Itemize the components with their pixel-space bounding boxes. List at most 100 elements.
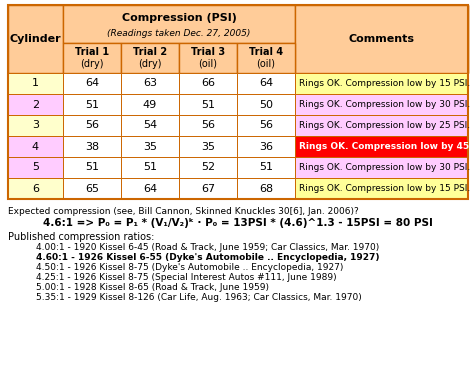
Text: 51: 51: [259, 162, 273, 172]
Bar: [295, 115, 468, 136]
Bar: [8, 5, 468, 73]
Text: 35: 35: [143, 141, 157, 152]
Text: Cylinder: Cylinder: [9, 34, 61, 44]
Text: Published compression ratios:: Published compression ratios:: [8, 232, 155, 242]
Text: 3: 3: [32, 121, 39, 131]
Bar: [63, 115, 121, 136]
Bar: [237, 43, 295, 73]
Bar: [8, 94, 63, 115]
Bar: [63, 178, 121, 199]
Text: 6: 6: [32, 183, 39, 193]
Text: 65: 65: [85, 183, 99, 193]
Text: Expected compression (see, Bill Cannon, Skinned Knuckles 30[6], Jan. 2006)?: Expected compression (see, Bill Cannon, …: [8, 207, 359, 216]
Text: 4.60:1 - 1926 Kissel 6-55 (Dyke's Automobile .. Encyclopedia, 1927): 4.60:1 - 1926 Kissel 6-55 (Dyke's Automo…: [36, 253, 380, 262]
Text: Rings OK. Compression low by 30 PSI.: Rings OK. Compression low by 30 PSI.: [299, 100, 470, 109]
Bar: [121, 73, 179, 94]
Text: 49: 49: [143, 100, 157, 110]
Text: Trial 4: Trial 4: [249, 47, 283, 57]
Text: 38: 38: [85, 141, 99, 152]
Text: 4.50:1 - 1926 Kissel 8-75 (Dyke's Automobile .. Encyclopedia, 1927): 4.50:1 - 1926 Kissel 8-75 (Dyke's Automo…: [36, 263, 343, 272]
Bar: [179, 136, 237, 157]
Text: Rings OK. Compression low by 45 PSI!: Rings OK. Compression low by 45 PSI!: [299, 142, 474, 151]
Text: 2: 2: [32, 100, 39, 110]
Text: 5.00:1 - 1928 Kissel 8-65 (Road & Track, June 1959): 5.00:1 - 1928 Kissel 8-65 (Road & Track,…: [36, 283, 269, 292]
Text: 68: 68: [259, 183, 273, 193]
Text: Rings OK. Compression low by 15 PSI.: Rings OK. Compression low by 15 PSI.: [299, 79, 470, 88]
Bar: [63, 5, 295, 43]
Text: 63: 63: [143, 79, 157, 89]
Bar: [63, 73, 121, 94]
Bar: [295, 136, 468, 157]
Text: 56: 56: [259, 121, 273, 131]
Text: 4.6:1 => P₀ = P₁ * (V₁/V₂)ᵏ · P₀ = 13PSI * (4.6)^1.3 - 15PSI = 80 PSI: 4.6:1 => P₀ = P₁ * (V₁/V₂)ᵏ · P₀ = 13PSI…: [43, 218, 433, 228]
Bar: [295, 5, 468, 73]
Bar: [179, 94, 237, 115]
Text: 1: 1: [32, 79, 39, 89]
Text: 64: 64: [143, 183, 157, 193]
Bar: [295, 73, 468, 94]
Bar: [237, 157, 295, 178]
Text: 5.35:1 - 1929 Kissel 8-126 (Car Life, Aug. 1963; Car Classics, Mar. 1970): 5.35:1 - 1929 Kissel 8-126 (Car Life, Au…: [36, 293, 362, 302]
Bar: [179, 115, 237, 136]
Bar: [8, 178, 63, 199]
Text: 51: 51: [85, 100, 99, 110]
Bar: [121, 94, 179, 115]
Text: Comments: Comments: [348, 34, 414, 44]
Text: 35: 35: [201, 141, 215, 152]
Text: Trial 1: Trial 1: [75, 47, 109, 57]
Text: 5: 5: [32, 162, 39, 172]
Bar: [8, 157, 63, 178]
Bar: [63, 136, 121, 157]
Bar: [237, 73, 295, 94]
Text: 4.25:1 - 1926 Kissel 8-75 (Special Interest Autos #111, June 1989): 4.25:1 - 1926 Kissel 8-75 (Special Inter…: [36, 273, 337, 282]
Bar: [121, 157, 179, 178]
Text: 51: 51: [143, 162, 157, 172]
Bar: [121, 178, 179, 199]
Bar: [8, 115, 63, 136]
Text: 50: 50: [259, 100, 273, 110]
Text: (oil): (oil): [256, 59, 275, 69]
Text: 64: 64: [85, 79, 99, 89]
Text: Rings OK. Compression low by 30 PSI.: Rings OK. Compression low by 30 PSI.: [299, 163, 470, 172]
Bar: [8, 73, 63, 94]
Bar: [237, 136, 295, 157]
Text: 56: 56: [85, 121, 99, 131]
Text: (dry): (dry): [80, 59, 104, 69]
Bar: [237, 178, 295, 199]
Bar: [237, 115, 295, 136]
Text: Rings OK. Compression low by 15 PSI.: Rings OK. Compression low by 15 PSI.: [299, 184, 470, 193]
Text: 64: 64: [259, 79, 273, 89]
Bar: [295, 157, 468, 178]
Bar: [179, 157, 237, 178]
Text: 4.00:1 - 1920 Kissel 6-45 (Road & Track, June 1959; Car Classics, Mar. 1970): 4.00:1 - 1920 Kissel 6-45 (Road & Track,…: [36, 243, 379, 252]
Bar: [295, 94, 468, 115]
Text: 4: 4: [32, 141, 39, 152]
Bar: [63, 94, 121, 115]
Text: 66: 66: [201, 79, 215, 89]
Text: Trial 3: Trial 3: [191, 47, 225, 57]
Text: (Readings taken Dec. 27, 2005): (Readings taken Dec. 27, 2005): [107, 29, 251, 38]
Text: 36: 36: [259, 141, 273, 152]
Bar: [8, 5, 468, 199]
Bar: [121, 115, 179, 136]
Text: 67: 67: [201, 183, 215, 193]
Text: 56: 56: [201, 121, 215, 131]
Bar: [295, 178, 468, 199]
Text: 52: 52: [201, 162, 215, 172]
Text: 51: 51: [85, 162, 99, 172]
Text: 51: 51: [201, 100, 215, 110]
Bar: [179, 73, 237, 94]
Text: Trial 2: Trial 2: [133, 47, 167, 57]
Text: Rings OK. Compression low by 25 PSI.: Rings OK. Compression low by 25 PSI.: [299, 121, 470, 130]
Bar: [121, 136, 179, 157]
Bar: [179, 43, 237, 73]
Text: (dry): (dry): [138, 59, 162, 69]
Bar: [63, 157, 121, 178]
Text: Compression (PSI): Compression (PSI): [121, 13, 237, 23]
Text: 54: 54: [143, 121, 157, 131]
Text: (oil): (oil): [199, 59, 218, 69]
Bar: [8, 5, 63, 73]
Bar: [63, 43, 121, 73]
Bar: [237, 94, 295, 115]
Bar: [179, 178, 237, 199]
